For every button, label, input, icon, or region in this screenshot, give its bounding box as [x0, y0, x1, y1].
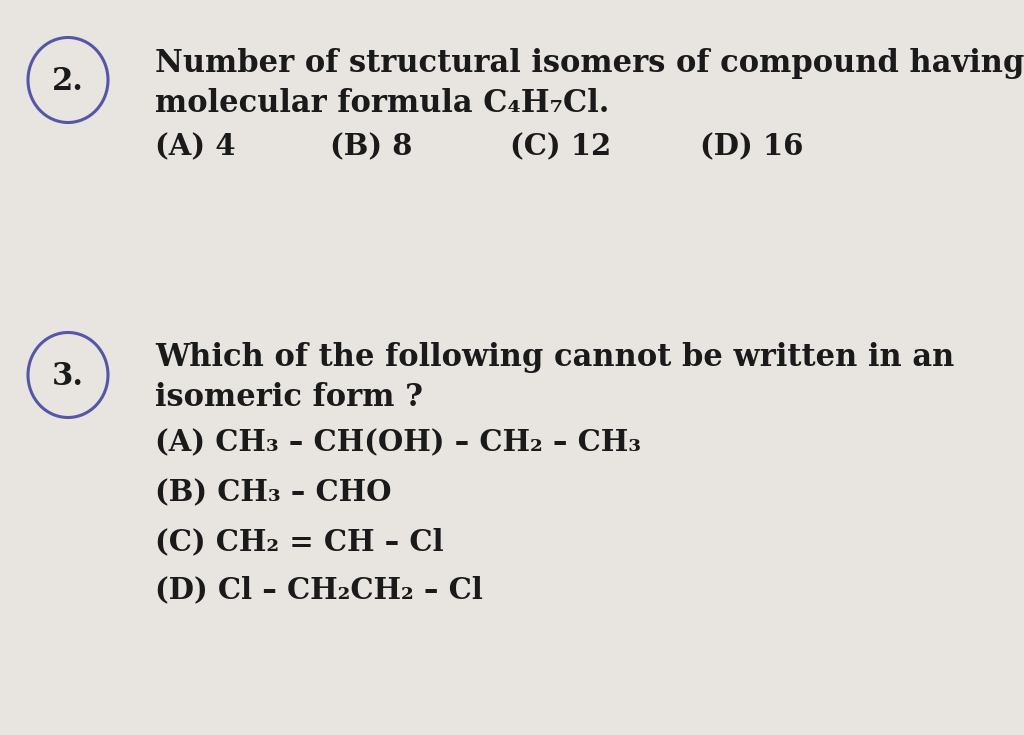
Text: (C) CH₂ = CH – Cl: (C) CH₂ = CH – Cl: [155, 528, 443, 556]
Text: (B) 8: (B) 8: [330, 132, 413, 162]
Text: (B) CH₃ – CHO: (B) CH₃ – CHO: [155, 478, 391, 507]
Text: molecular formula C₄H₇Cl.: molecular formula C₄H₇Cl.: [155, 87, 609, 118]
Text: Which of the following cannot be written in an: Which of the following cannot be written…: [155, 342, 954, 373]
Text: (A) 4: (A) 4: [155, 132, 236, 162]
Text: Number of structural isomers of compound having: Number of structural isomers of compound…: [155, 48, 1024, 79]
Text: (D) 16: (D) 16: [700, 132, 804, 162]
Text: (A) CH₃ – CH(OH) – CH₂ – CH₃: (A) CH₃ – CH(OH) – CH₂ – CH₃: [155, 429, 641, 457]
Text: (C) 12: (C) 12: [510, 132, 611, 162]
Text: isomeric form ?: isomeric form ?: [155, 381, 423, 412]
Text: 2.: 2.: [52, 65, 84, 96]
Text: 3.: 3.: [52, 360, 84, 392]
Text: (D) Cl – CH₂CH₂ – Cl: (D) Cl – CH₂CH₂ – Cl: [155, 576, 483, 604]
